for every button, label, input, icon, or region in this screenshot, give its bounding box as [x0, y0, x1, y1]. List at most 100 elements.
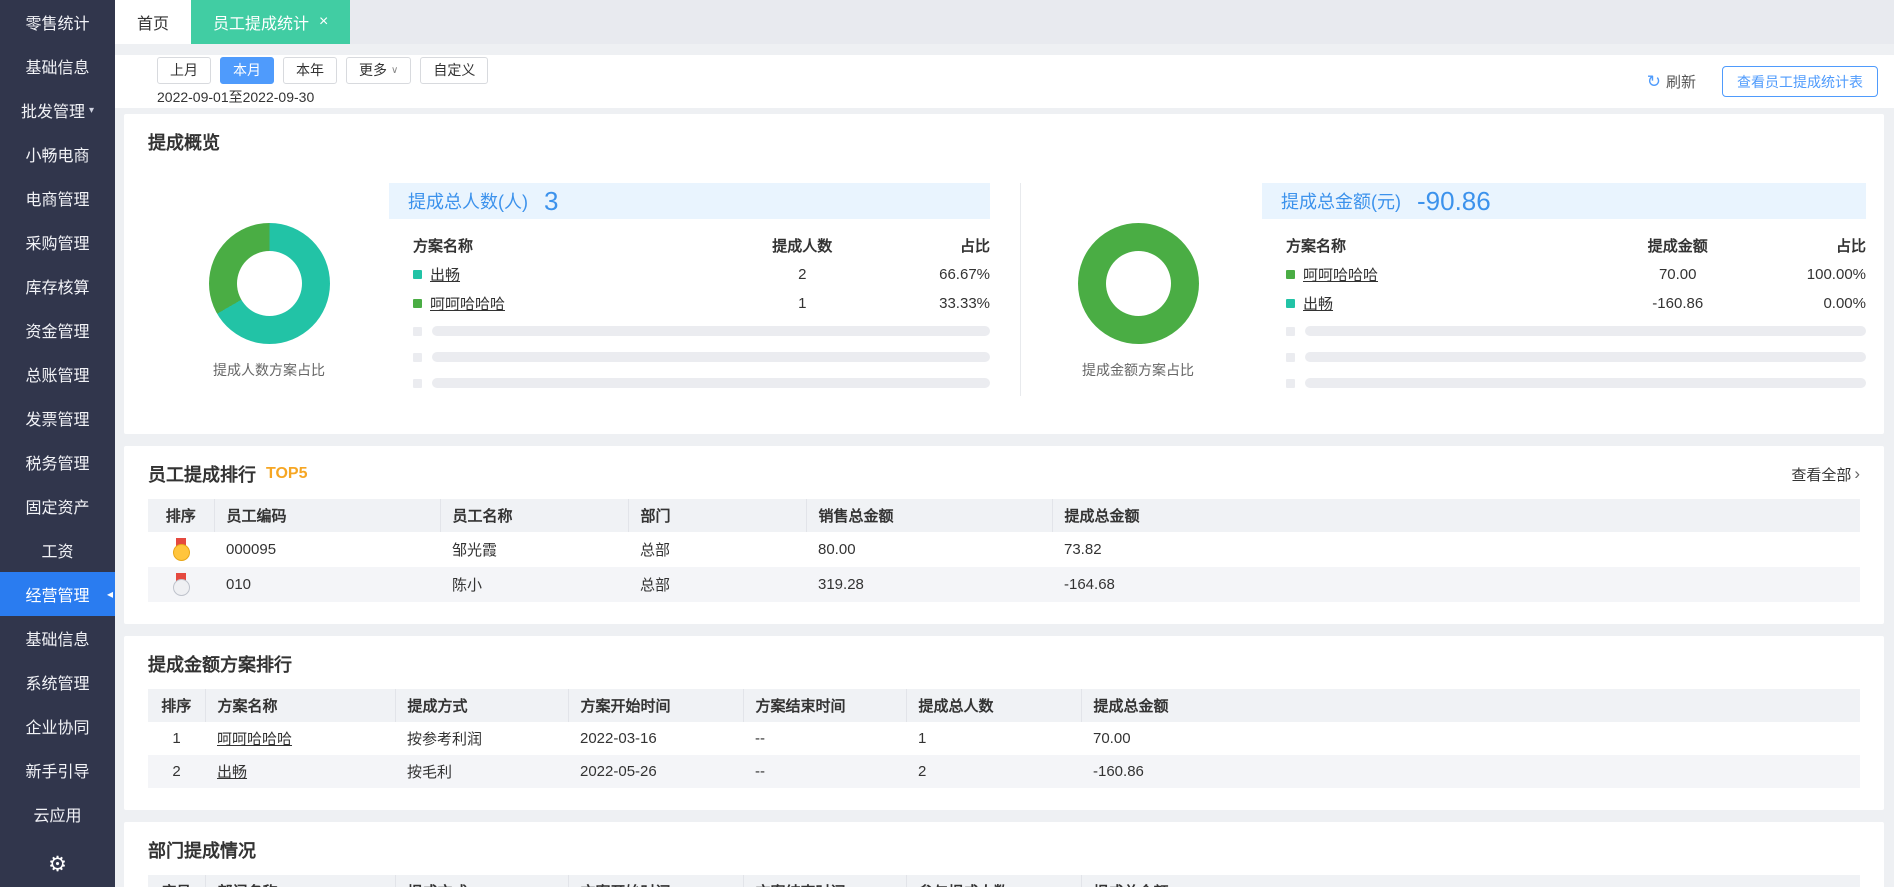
sidebar-item-label: 小畅电商: [25, 148, 90, 165]
donut-chart-column: 提成金额方案占比: [1073, 183, 1203, 396]
sidebar-item-基础信息[interactable]: 基础信息: [0, 44, 115, 88]
filter-button-自定义[interactable]: 自定义: [420, 56, 489, 84]
tab-首页[interactable]: 首页: [115, 0, 192, 44]
donut-hole: [1105, 251, 1171, 316]
department-cell: 总部: [628, 567, 806, 602]
sidebar-item-云应用[interactable]: 云应用: [0, 792, 115, 836]
stat-header-bar: 提成总人数(人) 3: [389, 183, 990, 219]
filter-button-上月[interactable]: 上月: [157, 56, 211, 84]
column-header: 员工编码: [214, 499, 441, 532]
department-commission-table: 序号部门名称提成方式方案开始时间方案结束时间参与提成人数提成总金额: [148, 875, 1860, 887]
legend-dot: [413, 299, 422, 308]
sidebar-item-新手引导[interactable]: 新手引导: [0, 748, 115, 792]
plan-name-link[interactable]: 呵呵哈哈哈: [217, 731, 293, 748]
sidebar-item-label: 批发管理: [20, 104, 85, 121]
sidebar-item-电商管理[interactable]: 电商管理: [0, 176, 115, 220]
legend-dot: [413, 270, 422, 279]
sidebar-item-系统管理[interactable]: 系统管理: [0, 660, 115, 704]
commission-total-cell: 73.82: [1064, 541, 1102, 558]
employee-ranking-title-row: 员工提成排行 TOP5 查看全部 ›: [124, 446, 1884, 499]
plan-name-cell: 呵呵哈哈哈: [413, 293, 710, 314]
plan-name-link[interactable]: 出畅: [430, 267, 461, 284]
filter-button-本年[interactable]: 本年: [283, 56, 337, 84]
sidebar-item-经营管理[interactable]: 经营管理 ◂: [0, 572, 115, 616]
sidebar: 零售统计 基础信息 批发管理 ▾ 小畅电商 电商管理 采购管理 库存核算 资金管理 总账管理 发票管…: [0, 0, 115, 887]
sidebar-item-税务管理[interactable]: 税务管理: [0, 440, 115, 484]
column-header: 占比: [959, 238, 990, 255]
skeleton-row: [413, 370, 990, 396]
column-header: 方案开始时间: [568, 689, 744, 722]
sidebar-item-采购管理[interactable]: 采购管理: [0, 220, 115, 264]
sidebar-item-库存核算[interactable]: 库存核算: [0, 264, 115, 308]
tab-bar: 首页 员工提成统计 ×: [115, 0, 1894, 44]
settings-gear-button[interactable]: ⚙: [0, 852, 115, 877]
stat-header-bar: 提成总金额(元) -90.86: [1262, 183, 1866, 219]
column-header: 部门名称: [205, 875, 396, 887]
filter-button-本月[interactable]: 本月: [220, 56, 274, 84]
sidebar-item-小畅电商[interactable]: 小畅电商: [0, 132, 115, 176]
sidebar-item-label: 企业协同: [25, 720, 90, 737]
donut-chart-column: 提成人数方案占比: [204, 183, 334, 396]
close-icon[interactable]: ×: [319, 13, 329, 30]
skeleton-bar: [432, 352, 990, 362]
filter-button-更多[interactable]: 更多 ∨: [346, 56, 412, 84]
overview-title-row: 提成概览: [124, 114, 1884, 167]
skeleton-bar: [1305, 352, 1866, 362]
plan-name-link[interactable]: 出畅: [1303, 296, 1334, 313]
sidebar-item-发票管理[interactable]: 发票管理: [0, 396, 115, 440]
view-all-link[interactable]: 查看全部 ›: [1791, 464, 1860, 485]
skeleton-dot: [1286, 352, 1295, 362]
sidebar-item-label: 电商管理: [25, 192, 90, 209]
donut-hole: [236, 251, 302, 316]
plan-name-cell: 出畅: [413, 264, 710, 285]
sidebar-item-基础信息[interactable]: 基础信息: [0, 616, 115, 660]
table-header-row: 排序 员工编码 员工名称 部门 销售总金额 提成总金额: [148, 499, 1860, 532]
stat-value: 3: [544, 185, 559, 216]
sidebar-item-资金管理[interactable]: 资金管理: [0, 308, 115, 352]
plan-ranking-title-row: 提成金额方案排行: [124, 636, 1884, 689]
sidebar-item-批发管理[interactable]: 批发管理 ▾: [0, 88, 115, 132]
refresh-button[interactable]: ↻ 刷新: [1647, 71, 1696, 92]
sidebar-item-label: 零售统计: [25, 16, 90, 33]
stat-label: 提成总金额(元): [1281, 192, 1401, 212]
sidebar-item-企业协同[interactable]: 企业协同: [0, 704, 115, 748]
value-cell: 1: [798, 295, 807, 312]
plan-name-link[interactable]: 呵呵哈哈哈: [1303, 267, 1379, 284]
plan-name-link[interactable]: 出畅: [217, 764, 248, 781]
pct-cell: 0.00%: [1823, 295, 1866, 312]
sidebar-item-label: 固定资产: [25, 500, 90, 517]
stat-value: -90.86: [1417, 185, 1491, 216]
column-header: 部门: [628, 499, 807, 532]
value-cell: 70.00: [1658, 266, 1697, 283]
table-header-row: 序号部门名称提成方式方案开始时间方案结束时间参与提成人数提成总金额: [148, 875, 1860, 887]
date-filter-group: 上月 本月 本年 更多 ∨ 自定义: [157, 56, 489, 84]
column-header: 销售总金额: [806, 499, 1053, 532]
skeleton-bar: [1305, 326, 1866, 336]
chevron-down-icon: ▾: [88, 104, 95, 116]
column-header: 排序: [148, 689, 206, 722]
sidebar-item-固定资产[interactable]: 固定资产: [0, 484, 115, 528]
sidebar-item-零售统计[interactable]: 零售统计: [0, 0, 115, 44]
employee-code-cell: 000095: [226, 541, 277, 558]
skeleton-dot: [413, 378, 422, 388]
department-title-row: 部门提成情况: [124, 822, 1884, 875]
filter-button-label: 更多: [359, 62, 387, 78]
view-commission-table-button[interactable]: 查看员工提成统计表: [1722, 66, 1878, 97]
rank-cell: [148, 567, 214, 602]
sidebar-item-工资[interactable]: 工资: [0, 528, 115, 572]
chart-caption: 提成人数方案占比: [213, 362, 325, 378]
tab-员工提成统计[interactable]: 员工提成统计 ×: [191, 0, 351, 44]
column-header: 方案名称: [1286, 238, 1347, 255]
column-header: 方案结束时间: [743, 689, 907, 722]
skeleton-row: [1286, 370, 1866, 396]
medal-gold-icon: [172, 538, 190, 561]
overview-title: 提成概览: [148, 133, 220, 153]
amount-cell: 70.00: [1093, 730, 1131, 747]
plan-name-link[interactable]: 呵呵哈哈哈: [430, 296, 506, 313]
filter-button-label: 上月: [170, 62, 198, 78]
sidebar-item-label: 采购管理: [25, 236, 90, 253]
end-date-cell: --: [743, 755, 906, 788]
sidebar-item-总账管理[interactable]: 总账管理: [0, 352, 115, 396]
column-header: 提成总人数: [906, 689, 1082, 722]
